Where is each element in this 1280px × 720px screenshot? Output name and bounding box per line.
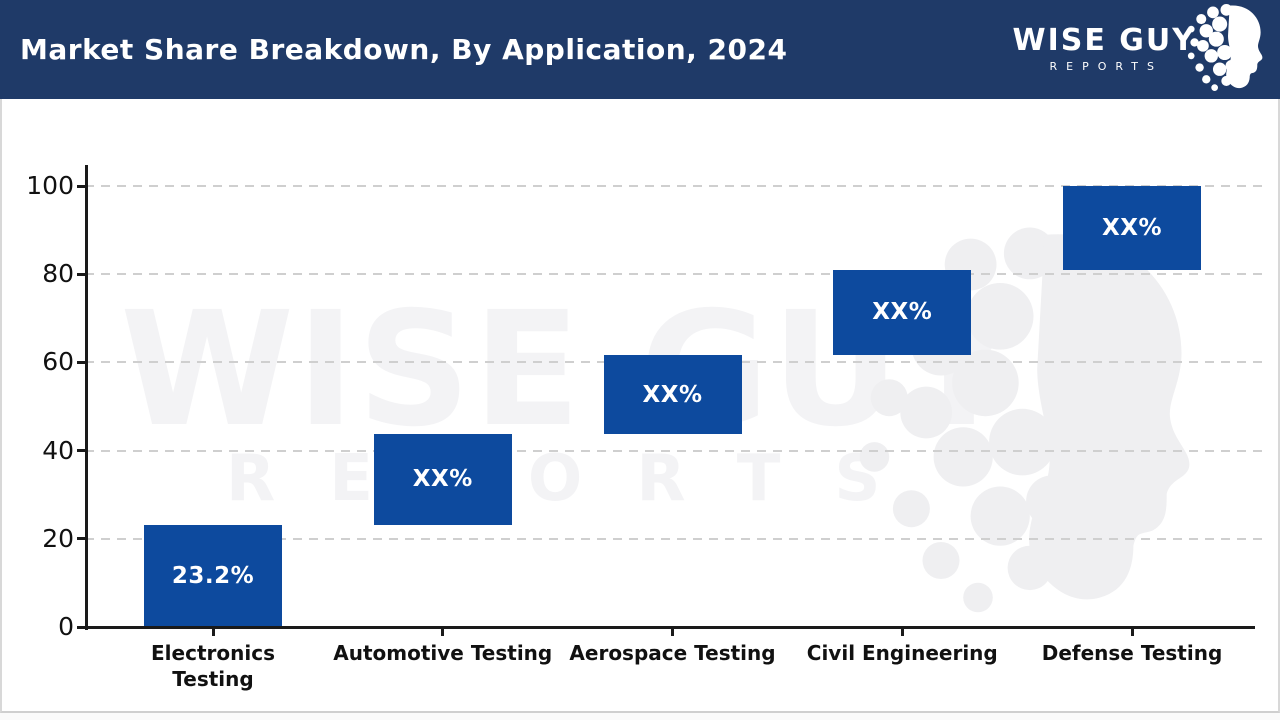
y-tick-label: 0 bbox=[58, 612, 74, 641]
y-axis-tick bbox=[77, 449, 85, 453]
bar-value-label: XX% bbox=[872, 299, 933, 326]
watermark-subtitle: REPORTS bbox=[226, 442, 935, 516]
x-axis-tick bbox=[900, 628, 904, 636]
chart-canvas: WISE GUY REPORTS 0 20 40 60 80 100 23.2% Electr… bbox=[0, 99, 1280, 713]
x-axis-tick bbox=[441, 628, 445, 636]
y-axis-tick bbox=[77, 625, 85, 629]
bar-value-label: XX% bbox=[642, 381, 703, 408]
logo-wordmark: WISE GUY bbox=[1012, 23, 1196, 58]
gridline bbox=[85, 185, 1265, 187]
page-title: Market Share Breakdown, By Application, … bbox=[20, 33, 788, 66]
x-axis-tick bbox=[671, 628, 674, 636]
x-category-label: Electronics Testing bbox=[151, 641, 275, 691]
gridline bbox=[85, 537, 1265, 540]
gridline bbox=[85, 449, 1265, 452]
x-category-label: Defense Testing bbox=[1041, 641, 1223, 665]
y-tick-label: 20 bbox=[42, 523, 74, 553]
page-bottom-margin bbox=[0, 713, 1280, 720]
x-axis-tick bbox=[1130, 628, 1134, 636]
logo-subtitle: REPORTS bbox=[1049, 60, 1163, 73]
waterfall-bar: 23.2% bbox=[144, 524, 282, 627]
bar-value-label: XX% bbox=[412, 466, 473, 493]
gridline bbox=[85, 273, 1265, 276]
bar-value-label: 23.2% bbox=[171, 562, 255, 589]
y-tick-label: 100 bbox=[26, 171, 74, 200]
wiseguy-logo-head-icon bbox=[1187, 3, 1263, 91]
y-axis-line bbox=[85, 165, 88, 630]
y-tick-label: 40 bbox=[42, 435, 74, 465]
y-tick-label: 60 bbox=[42, 347, 74, 377]
waterfall-bar: XX% bbox=[373, 434, 512, 525]
waterfall-bar: XX% bbox=[1063, 186, 1201, 270]
x-category-label: Civil Engineering bbox=[806, 641, 998, 665]
wiseguy-logo: WISE GUY REPORTS bbox=[1012, 0, 1266, 99]
x-category-label: Automotive Testing bbox=[333, 641, 553, 665]
y-axis-tick bbox=[77, 360, 85, 364]
bar-value-label: XX% bbox=[1101, 214, 1162, 241]
x-axis-tick bbox=[211, 628, 215, 636]
waterfall-bar: XX% bbox=[833, 269, 972, 355]
y-axis-tick bbox=[77, 184, 85, 188]
y-tick-label: 80 bbox=[42, 259, 74, 289]
wiseguy-logo-text: WISE GUY REPORTS bbox=[1012, 23, 1196, 74]
x-axis-line bbox=[85, 626, 1255, 629]
header: Market Share Breakdown, By Application, … bbox=[0, 0, 1280, 99]
y-axis-tick bbox=[77, 537, 85, 541]
y-axis-tick bbox=[77, 272, 85, 276]
x-category-label: Aerospace Testing bbox=[569, 641, 776, 665]
waterfall-bar: XX% bbox=[603, 354, 742, 435]
